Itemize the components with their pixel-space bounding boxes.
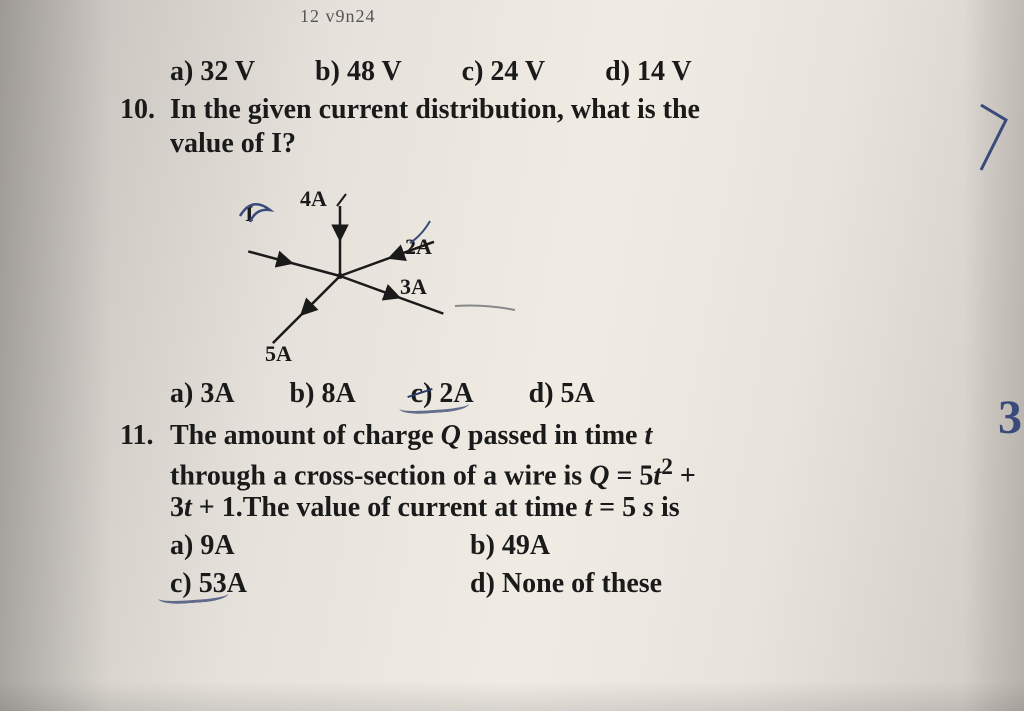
q11-options-grid: a) 9A b) 49A c) 53A d) None of these bbox=[170, 530, 964, 600]
q9-options-row: a) 32 V b) 48 V c) 24 V d) 14 V bbox=[170, 56, 964, 88]
q11-text1-inner: The amount of charge Q passed in time t bbox=[170, 420, 652, 451]
q10-diagram: 4AI5A3A2A bbox=[190, 166, 964, 376]
bottom-shadow bbox=[0, 681, 1024, 711]
svg-text:5A: 5A bbox=[265, 341, 292, 366]
margin-scribble-1 bbox=[976, 100, 1016, 180]
q11-text3: 3t + 1.The value of current at time t = … bbox=[170, 492, 964, 524]
q11-number: 11. bbox=[120, 420, 170, 452]
q10-option-c: c) 2A bbox=[411, 378, 474, 410]
q11-text2: through a cross-section of a wire is Q =… bbox=[170, 454, 964, 492]
q11-text1: The amount of charge Q passed in time t bbox=[170, 420, 964, 452]
svg-text:2A: 2A bbox=[405, 234, 432, 259]
q10-option-b: b) 8A bbox=[290, 378, 356, 410]
q9-option-d: d) 14 V bbox=[605, 56, 692, 88]
svg-text:4A: 4A bbox=[300, 186, 327, 211]
q9-option-a: a) 32 V bbox=[170, 56, 255, 88]
q10-text1: In the given current distribution, what … bbox=[170, 94, 964, 126]
q10-option-d: d) 5A bbox=[529, 378, 595, 410]
q11-option-d: d) None of these bbox=[470, 568, 770, 600]
exam-page: 12 v9n24 3 a) 32 V b) 48 V c) 24 V d) 14… bbox=[0, 0, 1024, 711]
current-junction-diagram: 4AI5A3A2A bbox=[190, 166, 550, 376]
q10-text2: value of I? bbox=[170, 128, 964, 160]
left-shadow bbox=[0, 0, 110, 711]
svg-text:3A: 3A bbox=[400, 274, 427, 299]
header-faint-text: 12 v9n24 bbox=[300, 6, 376, 27]
q10-options-row: a) 3A b) 8A c) 2A d) 5A bbox=[170, 378, 964, 410]
q9-option-b: b) 48 V bbox=[315, 56, 402, 88]
q10-option-a: a) 3A bbox=[170, 378, 235, 410]
q9-option-c: c) 24 V bbox=[462, 56, 545, 88]
q11-option-b: b) 49A bbox=[470, 530, 770, 562]
q11-line1: 11. The amount of charge Q passed in tim… bbox=[120, 420, 964, 452]
q11-option-c: c) 53A bbox=[170, 568, 470, 600]
margin-scribble-2: 3 bbox=[998, 390, 1022, 445]
q11-option-a: a) 9A bbox=[170, 530, 470, 562]
q10-number: 10. bbox=[120, 94, 170, 126]
q10-line1: 10. In the given current distribution, w… bbox=[120, 94, 964, 126]
